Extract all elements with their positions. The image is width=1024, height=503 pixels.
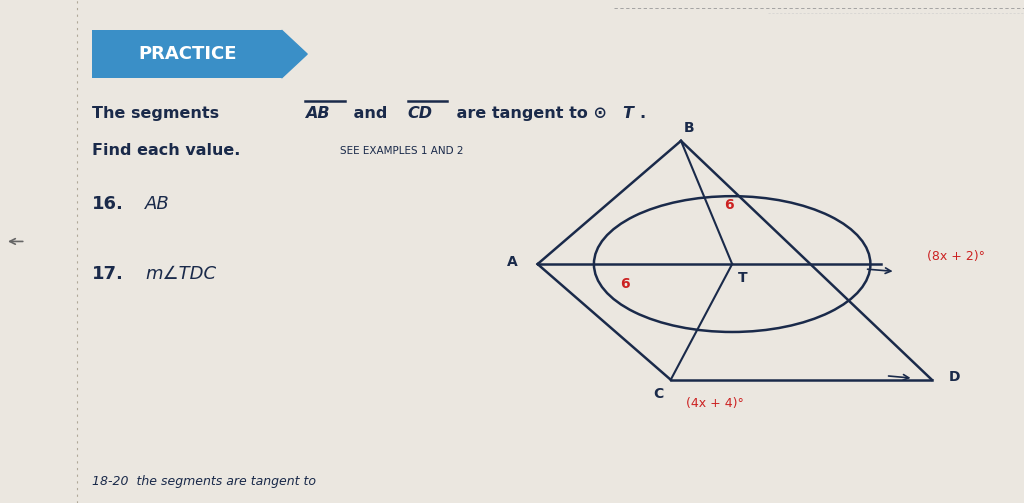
Text: The segments: The segments bbox=[92, 106, 225, 121]
Text: m∠TDC: m∠TDC bbox=[145, 265, 216, 283]
Text: Find each value.: Find each value. bbox=[92, 143, 241, 158]
Text: C: C bbox=[653, 387, 664, 401]
Text: (4x + 4)°: (4x + 4)° bbox=[686, 397, 744, 410]
Text: B: B bbox=[684, 121, 694, 135]
Text: CD: CD bbox=[408, 106, 432, 121]
Text: 18-20  the segments are tangent to: 18-20 the segments are tangent to bbox=[92, 475, 316, 488]
Text: are tangent to ⊙: are tangent to ⊙ bbox=[451, 106, 606, 121]
Text: AB: AB bbox=[305, 106, 330, 121]
FancyBboxPatch shape bbox=[92, 30, 282, 78]
Text: T: T bbox=[623, 106, 634, 121]
Text: 17.: 17. bbox=[92, 265, 124, 283]
Text: .: . bbox=[639, 106, 645, 121]
Text: AB: AB bbox=[145, 195, 170, 213]
Text: 16.: 16. bbox=[92, 195, 124, 213]
Text: PRACTICE: PRACTICE bbox=[138, 45, 237, 63]
Text: D: D bbox=[948, 370, 961, 384]
Text: A: A bbox=[507, 255, 517, 269]
Text: T: T bbox=[737, 271, 748, 285]
Text: SEE EXAMPLES 1 AND 2: SEE EXAMPLES 1 AND 2 bbox=[340, 146, 464, 156]
Text: and: and bbox=[348, 106, 393, 121]
Text: (8x + 2)°: (8x + 2)° bbox=[927, 250, 985, 263]
Polygon shape bbox=[282, 30, 307, 78]
Text: 6: 6 bbox=[724, 198, 734, 212]
Text: 6: 6 bbox=[620, 277, 630, 291]
